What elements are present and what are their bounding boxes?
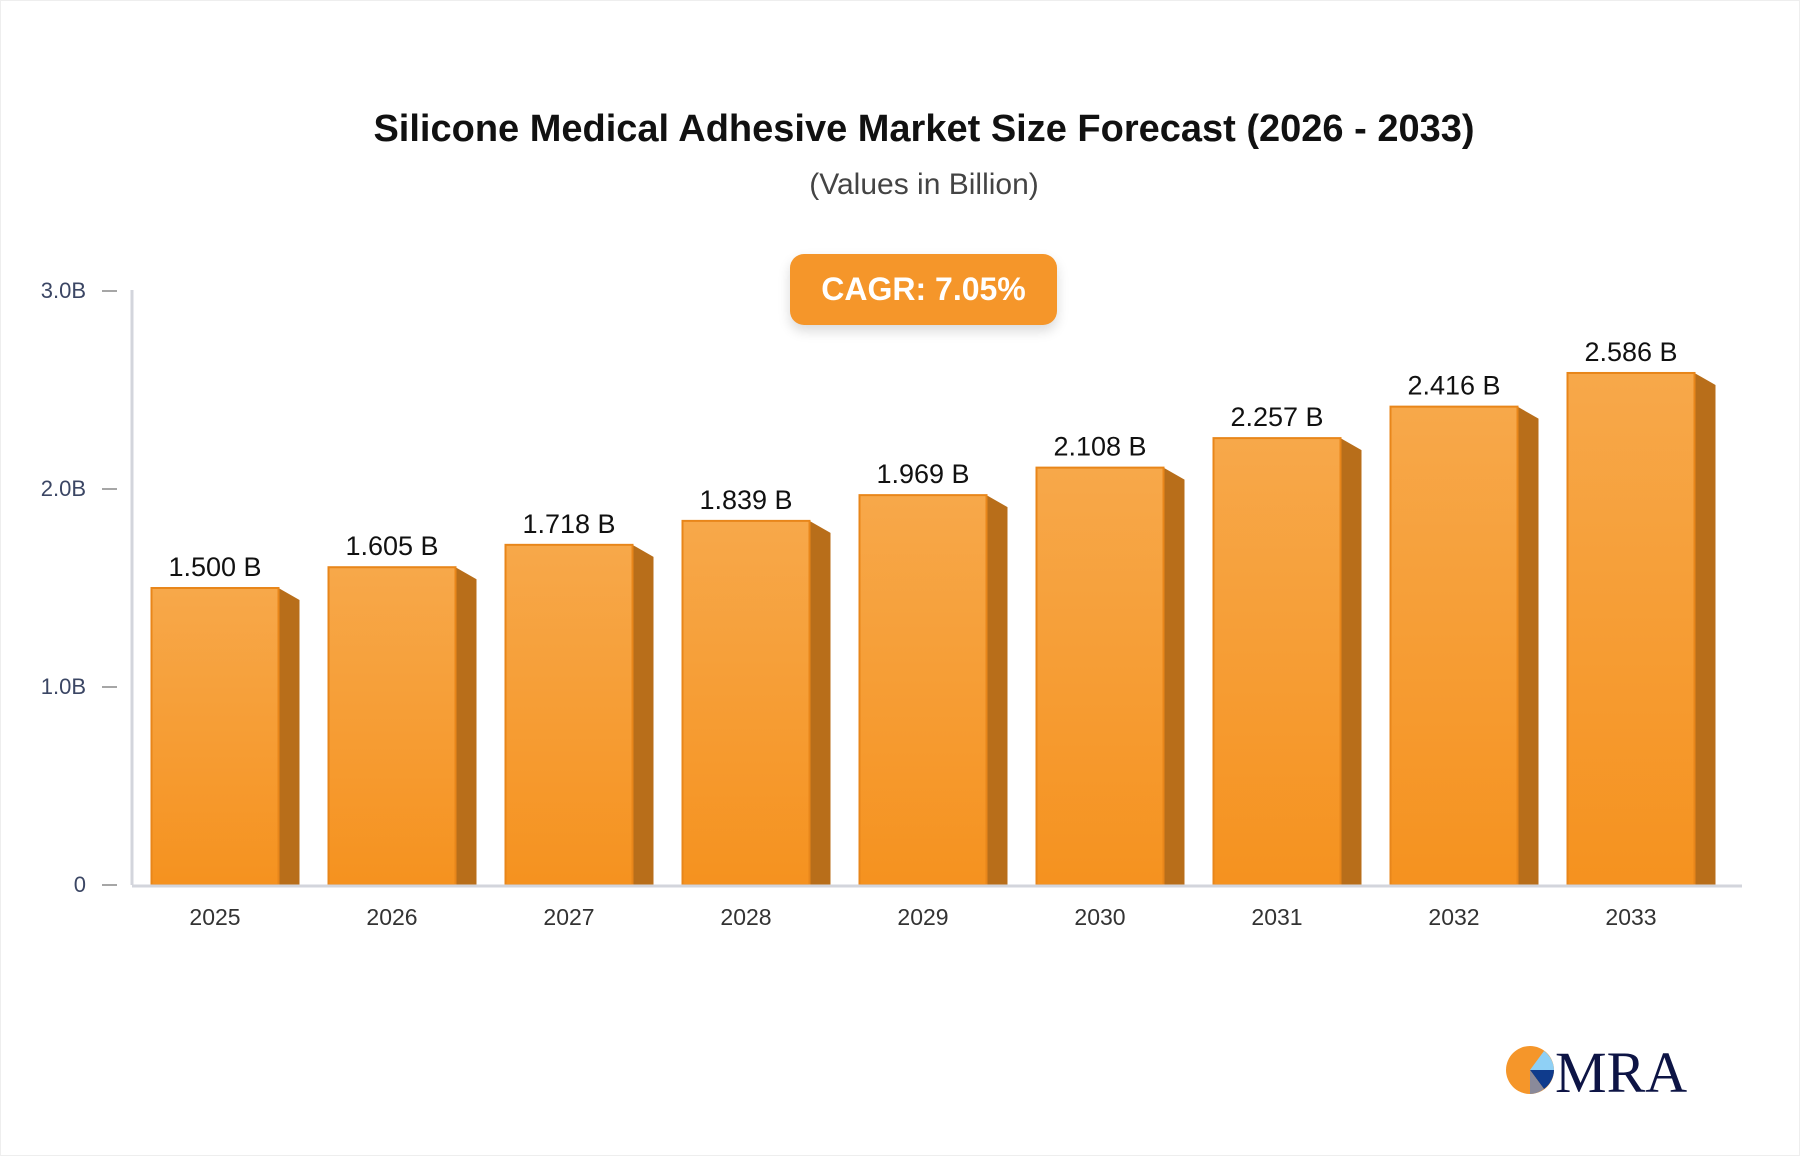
x-tick-label: 2031 [1251, 904, 1302, 930]
bar [681, 519, 811, 886]
data-label: 1.605 B [345, 531, 438, 561]
data-label: 1.500 B [168, 552, 261, 582]
bar [858, 494, 988, 886]
x-tick-label: 2030 [1074, 904, 1125, 930]
mra-logo: MRA [1505, 1040, 1695, 1100]
x-tick-label: 2027 [543, 904, 594, 930]
bar-side [455, 567, 477, 885]
y-tick-label: 3.0B [41, 278, 86, 303]
bar [1566, 371, 1696, 886]
y-tick-label: 2.0B [41, 476, 86, 501]
bar [1035, 466, 1165, 886]
bar-side [986, 495, 1008, 885]
x-tick-label: 2026 [366, 904, 417, 930]
data-label: 1.969 B [876, 459, 969, 489]
bar-side [1163, 467, 1185, 885]
data-label: 2.586 B [1584, 337, 1677, 367]
data-label: 1.718 B [522, 509, 615, 539]
data-label: 2.257 B [1230, 402, 1323, 432]
x-tick-label: 2025 [189, 904, 240, 930]
cagr-badge: CAGR: 7.05% [790, 254, 1057, 325]
data-label: 2.108 B [1053, 432, 1146, 462]
x-tick-label: 2032 [1428, 904, 1479, 930]
data-label: 1.839 B [699, 485, 792, 515]
bar-side [809, 520, 831, 885]
bar [327, 566, 457, 887]
bar-side [1694, 372, 1716, 885]
chart-subtitle: (Values in Billion) [809, 168, 1039, 201]
data-label: 2.416 B [1407, 371, 1500, 401]
chart-title: Silicone Medical Adhesive Market Size Fo… [373, 108, 1475, 150]
x-tick-label: 2028 [720, 904, 771, 930]
bar [504, 543, 634, 886]
svg-text:MRA: MRA [1555, 1040, 1687, 1100]
x-tick-label: 2033 [1605, 904, 1656, 930]
bar-side [632, 544, 654, 885]
bar [150, 587, 280, 886]
y-tick-label: 0 [74, 872, 86, 897]
x-tick-label: 2029 [897, 904, 948, 930]
bar-side [1340, 438, 1362, 885]
bar [1212, 437, 1342, 886]
bar [1389, 405, 1519, 886]
bar-side [1517, 406, 1539, 885]
y-tick-label: 1.0B [41, 674, 86, 699]
bar-side [278, 588, 300, 885]
